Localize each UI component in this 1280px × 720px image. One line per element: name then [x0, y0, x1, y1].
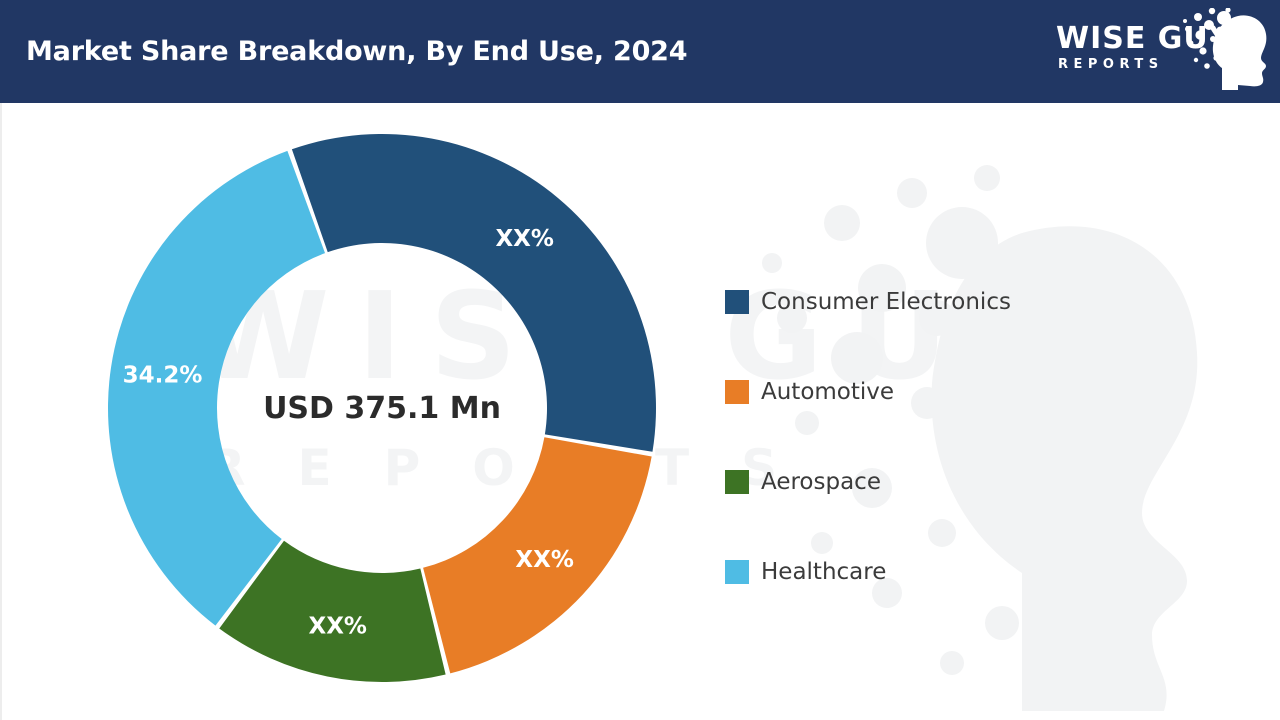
chart-body: WISE GUY REPORTS XX% XX% XX% 34.2% USD 375.1…: [0, 103, 1280, 720]
legend-swatch-icon: [725, 290, 749, 314]
legend-swatch-icon: [725, 560, 749, 584]
slice-percent-label: 34.2%: [123, 363, 203, 389]
legend-item-label: Aerospace: [761, 469, 881, 495]
page-title: Market Share Breakdown, By End Use, 2024: [26, 36, 688, 67]
legend-swatch-icon: [725, 380, 749, 404]
header-bar: Market Share Breakdown, By End Use, 2024…: [0, 0, 1280, 103]
legend-item[interactable]: Automotive: [725, 347, 1155, 437]
legend-swatch-icon: [725, 470, 749, 494]
logo-subtext: REPORTS: [1058, 57, 1164, 72]
donut-slice[interactable]: [423, 437, 652, 674]
legend-item[interactable]: Aerospace: [725, 437, 1155, 527]
legend-item-label: Automotive: [761, 379, 895, 405]
brand-logo: WISE GUY REPORTS: [1052, 8, 1272, 90]
chart-legend: Consumer Electronics Automotive Aerospace H…: [725, 257, 1155, 617]
donut-slice[interactable]: [291, 134, 657, 452]
legend-item-label: Consumer Electronics: [761, 289, 1011, 315]
donut-chart: XX% XX% XX% 34.2% USD 375.1 Mn: [108, 134, 657, 682]
donut-slice[interactable]: [219, 540, 446, 682]
donut-slice[interactable]: [108, 150, 326, 626]
slice-percent-label: XX%: [308, 614, 367, 640]
legend-item[interactable]: Consumer Electronics: [725, 257, 1155, 347]
bubble-head-icon: [1183, 8, 1267, 90]
donut-center-value: USD 375.1 Mn: [263, 391, 501, 426]
legend-item-label: Healthcare: [761, 559, 887, 585]
legend-item[interactable]: Healthcare: [725, 527, 1155, 617]
slice-percent-label: XX%: [515, 547, 574, 573]
slice-percent-label: XX%: [495, 226, 554, 252]
